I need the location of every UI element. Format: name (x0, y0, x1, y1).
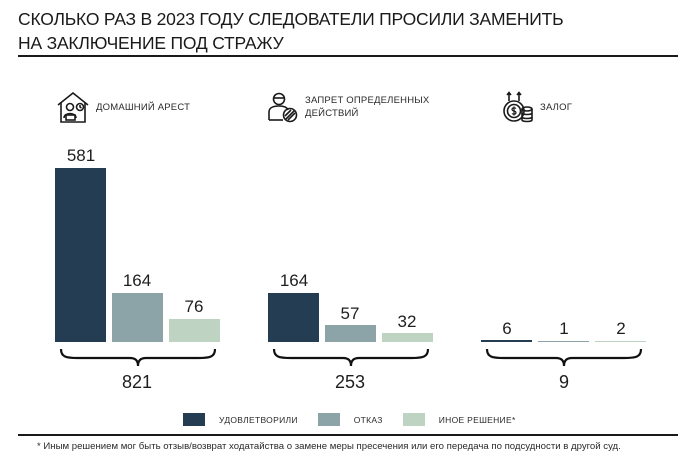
chart-title-line1: СКОЛЬКО РАЗ В 2023 ГОДУ СЛЕДОВАТЕЛИ ПРОС… (18, 9, 564, 29)
bar-value: 2 (616, 319, 626, 338)
legend-swatch-other (402, 413, 425, 426)
bar-bail-satisfied (481, 340, 532, 342)
bar-value: 164 (279, 271, 309, 290)
bar-value: 57 (340, 304, 360, 323)
house-person-clock-icon (57, 91, 89, 123)
legend-item-satisfied: УДОВЛЕТВОРИЛИ (183, 413, 298, 426)
bar-prohibition-satisfied (268, 293, 319, 342)
total-prohibition: 253 (334, 372, 366, 392)
legend-item-refused: ОТКАЗ (317, 413, 383, 426)
bar-value: 76 (184, 297, 204, 316)
coins-dollar-arrows-icon (503, 91, 533, 123)
chart-title-line2: НА ЗАКЛЮЧЕНИЕ ПОД СТРАЖУ (18, 33, 284, 53)
category-label: ЗАЛОГ (540, 101, 573, 113)
legend-item-other: ИНОЕ РЕШЕНИЕ* (402, 413, 516, 426)
legend-label: ИНОЕ РЕШЕНИЕ* (438, 414, 516, 425)
bar-value: 6 (502, 319, 512, 338)
bar-value: 164 (122, 271, 152, 290)
category-header-house-arrest: ДОМАШНИЙ АРЕСТ (56, 90, 190, 124)
category-label: ЗАПРЕТ ОПРЕДЕЛЕННЫХ ДЕЙСТВИЙ (305, 95, 430, 119)
bar-value: 581 (66, 146, 96, 165)
total-house-arrest: 821 (121, 372, 153, 392)
brace-prohibition (272, 348, 430, 367)
bar-house-arrest-other (169, 319, 220, 342)
brace-bail (485, 348, 643, 367)
category-label: ДОМАШНИЙ АРЕСТ (96, 101, 191, 113)
bar-prohibition-other (382, 333, 433, 342)
legend-label: УДОВЛЕТВОРИЛИ (219, 414, 298, 425)
footnote: * Иным решением мог быть отзыв/возврат х… (37, 441, 621, 452)
brace-house-arrest (59, 348, 217, 367)
legend-label: ОТКАЗ (353, 414, 383, 425)
person-prohibited-icon (268, 92, 298, 123)
category-header-bail: ЗАЛОГ (500, 90, 572, 124)
bar-house-arrest-satisfied (55, 168, 106, 342)
bar-value: 32 (397, 312, 417, 331)
bar-bail-other (595, 341, 646, 342)
bar-house-arrest-refused (112, 293, 163, 342)
legend-swatch-satisfied (183, 413, 205, 426)
category-header-prohibition: ЗАПРЕТ ОПРЕДЕЛЕННЫХ ДЕЙСТВИЙ (265, 90, 429, 124)
total-bail: 9 (558, 372, 569, 392)
chart-title: СКОЛЬКО РАЗ В 2023 ГОДУ СЛЕДОВАТЕЛИ ПРОС… (18, 7, 678, 55)
bar-value: 1 (559, 319, 569, 338)
chart-legend: УДОВЛЕТВОРИЛИ ОТКАЗ ИНОЕ РЕШЕНИЕ* (183, 413, 536, 426)
footnote-divider (18, 434, 678, 436)
bar-bail-refused (538, 341, 589, 342)
bar-prohibition-refused (325, 325, 376, 342)
legend-swatch-refused (317, 413, 340, 426)
title-divider (18, 55, 678, 57)
